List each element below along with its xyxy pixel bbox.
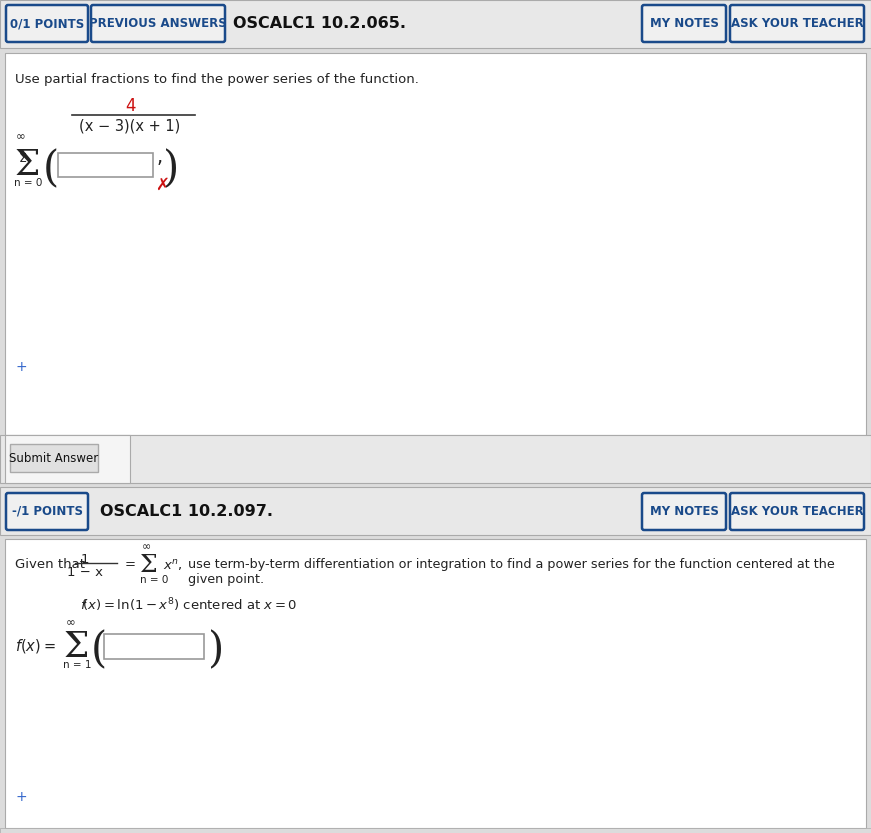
Text: ): ) — [163, 148, 179, 190]
Text: $x^n$,: $x^n$, — [163, 558, 183, 573]
Text: use term-by-term differentiation or integration to find a power series for the f: use term-by-term differentiation or inte… — [188, 558, 834, 586]
Bar — [10, 444, 98, 472]
Text: (x − 3)(x + 1): (x − 3)(x + 1) — [79, 118, 180, 133]
Bar — [5, 53, 866, 435]
FancyBboxPatch shape — [642, 5, 726, 42]
FancyBboxPatch shape — [730, 5, 864, 42]
Bar — [0, 828, 871, 833]
FancyBboxPatch shape — [6, 5, 88, 42]
Text: ASK YOUR TEACHER: ASK YOUR TEACHER — [731, 505, 863, 518]
FancyBboxPatch shape — [642, 493, 726, 530]
Text: OSCALC1 10.2.065.: OSCALC1 10.2.065. — [233, 16, 406, 31]
Bar — [104, 634, 204, 659]
Text: ,: , — [157, 148, 163, 167]
Text: n = 0: n = 0 — [140, 575, 168, 585]
Text: n = 0: n = 0 — [14, 178, 43, 188]
FancyBboxPatch shape — [730, 493, 864, 530]
Bar — [5, 539, 866, 828]
Text: ASK YOUR TEACHER: ASK YOUR TEACHER — [731, 17, 863, 30]
Text: (: ( — [43, 148, 59, 190]
Text: OSCALC1 10.2.097.: OSCALC1 10.2.097. — [100, 503, 273, 518]
Text: Σ: Σ — [15, 148, 40, 182]
Text: $f(x) =$: $f(x) =$ — [15, 637, 56, 655]
Text: MY NOTES: MY NOTES — [650, 505, 719, 518]
Text: ✗: ✗ — [155, 176, 169, 194]
Text: 0/1 POINTS: 0/1 POINTS — [10, 17, 84, 30]
Bar — [0, 0, 871, 48]
Text: $\Sigma$: $\Sigma$ — [18, 152, 27, 165]
Text: -/1 POINTS: -/1 POINTS — [11, 505, 83, 518]
Text: PREVIOUS ANSWERS: PREVIOUS ANSWERS — [89, 17, 226, 30]
Text: ∞: ∞ — [66, 616, 76, 629]
Text: MY NOTES: MY NOTES — [650, 17, 719, 30]
Text: 4: 4 — [125, 97, 135, 115]
FancyBboxPatch shape — [6, 493, 88, 530]
Text: 1: 1 — [81, 553, 89, 566]
Text: +: + — [15, 790, 27, 804]
Bar — [0, 487, 871, 535]
Text: n = 1: n = 1 — [63, 660, 91, 670]
Text: ∞: ∞ — [16, 130, 26, 143]
Text: =: = — [125, 558, 136, 571]
FancyBboxPatch shape — [91, 5, 225, 42]
Bar — [0, 435, 871, 483]
Text: 1 − x: 1 − x — [67, 566, 103, 579]
Text: ): ) — [208, 629, 224, 671]
Text: ∞: ∞ — [142, 542, 152, 552]
Text: Use partial fractions to find the power series of the function.: Use partial fractions to find the power … — [15, 73, 419, 86]
Text: Σ: Σ — [140, 554, 158, 577]
Bar — [58, 153, 153, 177]
Text: +: + — [15, 360, 27, 374]
Text: Σ: Σ — [64, 630, 90, 664]
Text: $f\!\left(x\right) = \ln\!\left(1-x^8\right)$ centered at $x=0$: $f\!\left(x\right) = \ln\!\left(1-x^8\ri… — [80, 596, 298, 614]
Bar — [5, 435, 130, 483]
Text: Given that: Given that — [15, 558, 85, 571]
Text: Submit Answer: Submit Answer — [10, 451, 98, 465]
Text: (: ( — [91, 629, 107, 671]
